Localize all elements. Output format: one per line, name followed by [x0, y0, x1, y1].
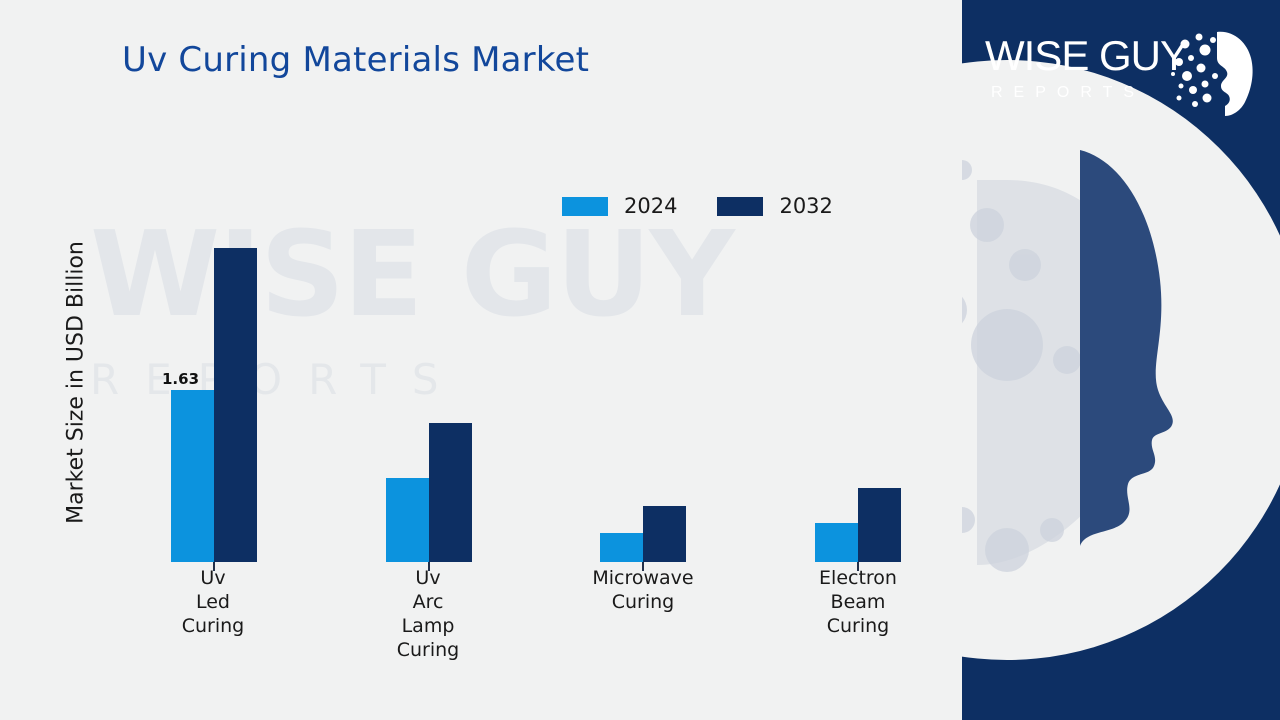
bar-electron-beam-curing-2032[interactable]	[858, 488, 901, 562]
chart-legend: 2024 2032	[562, 194, 833, 218]
x-label-line-2: Led	[195, 591, 230, 613]
x-tick-electron-beam-curing	[857, 562, 859, 571]
legend-item-2024[interactable]: 2024	[562, 194, 677, 218]
legend-label-2024: 2024	[624, 194, 678, 218]
bar-microwave-curing-2024[interactable]	[600, 533, 643, 562]
bar-uv-arc-lamp-curing-2032[interactable]	[429, 423, 472, 562]
x-label-microwave-curing: Microwave Curing	[564, 566, 722, 614]
wiseguy-logo: WISE GUY REPORTS	[985, 31, 1253, 117]
x-tick-uv-arc-lamp-curing	[428, 562, 430, 571]
logo-head-dots-icon	[1171, 31, 1253, 117]
x-label-line-4: Curing	[396, 639, 460, 661]
x-label-line-3: Curing	[826, 615, 890, 637]
logo-primary-text: WISE GUY	[985, 32, 1188, 79]
head-profile-silhouette-icon	[1080, 150, 1173, 610]
bar-electron-beam-curing-2024[interactable]	[815, 523, 858, 562]
legend-swatch-2024	[562, 196, 608, 216]
page-title: Uv Curing Materials Market	[122, 40, 590, 80]
x-label-line-2: Beam	[830, 591, 886, 613]
x-label-electron-beam-curing: Electron Beam Curing	[779, 566, 937, 638]
x-label-line-3: Lamp	[401, 615, 455, 637]
x-label-uv-led-curing: Uv Led Curing	[134, 566, 292, 638]
x-label-line-2: Curing	[611, 591, 675, 613]
legend-swatch-2032	[717, 196, 764, 216]
x-label-uv-arc-lamp-curing: Uv Arc Lamp Curing	[349, 566, 507, 662]
bar-uv-led-curing-2032[interactable]	[214, 248, 257, 562]
x-label-line-1: Uv	[200, 567, 226, 589]
x-label-line-2: Arc	[412, 591, 444, 613]
x-label-line-1: Uv	[415, 567, 441, 589]
x-label-line-1: Microwave	[592, 567, 694, 589]
x-tick-uv-led-curing	[213, 562, 215, 571]
plot-area: 1.63 Uv Led Curing Uv Arc Lamp Curing Mi…	[134, 248, 937, 662]
bar-value-uv-led-curing-2024: 1.63	[162, 370, 200, 388]
x-label-line-3: Curing	[181, 615, 245, 637]
bar-microwave-curing-2032[interactable]	[643, 506, 686, 562]
bar-uv-arc-lamp-curing-2024[interactable]	[386, 478, 429, 562]
legend-item-2032[interactable]: 2032	[717, 194, 833, 218]
bar-uv-led-curing-2024[interactable]	[171, 390, 214, 562]
x-label-line-1: Electron	[819, 567, 897, 589]
legend-label-2032: 2032	[779, 194, 833, 218]
x-tick-microwave-curing	[642, 562, 644, 571]
logo-secondary-text: REPORTS	[991, 84, 1146, 101]
brand-panel	[962, 0, 1280, 720]
